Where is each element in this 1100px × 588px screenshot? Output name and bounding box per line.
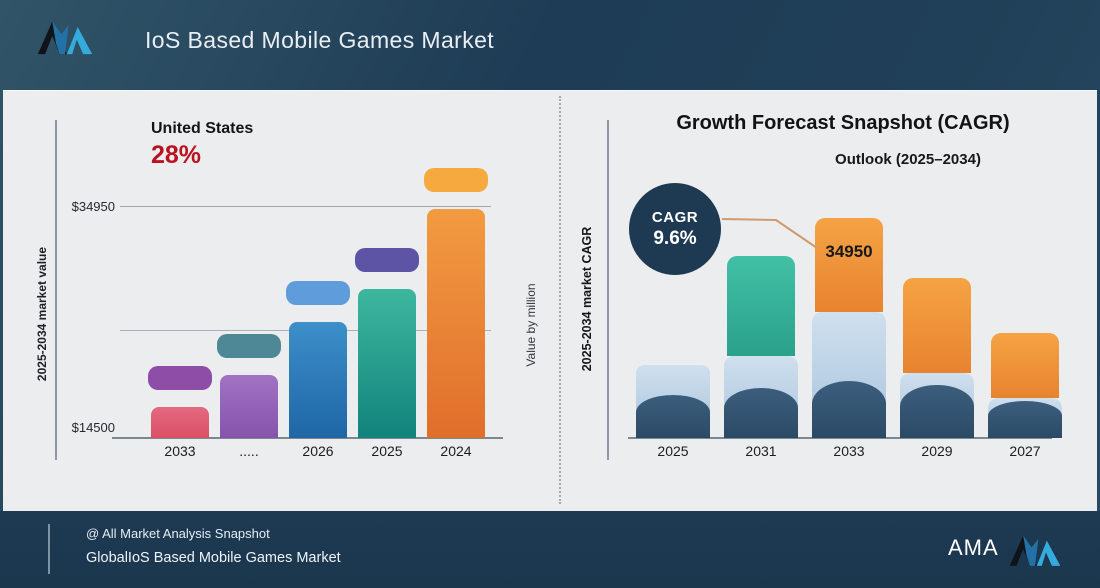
- x-tick-label: 2033: [164, 443, 196, 459]
- segment-top: [815, 218, 883, 312]
- stacked-bar-group: [724, 256, 798, 438]
- page-title: IoS Based Mobile Games Market: [145, 27, 495, 53]
- bar-group: [355, 122, 419, 438]
- segment-top: [727, 256, 795, 356]
- x-tick-label: 2025: [371, 443, 403, 459]
- right-bars: 34950: [636, 208, 1062, 438]
- footer: @ All Market Analysis Snapshot GlobalIoS…: [0, 511, 1100, 588]
- footer-report-title: GlobalIoS Based Mobile Games Market: [86, 550, 341, 566]
- charts-panel: 2025-2034 market value United States 28%…: [3, 90, 1097, 511]
- bar-cap: [148, 366, 212, 390]
- y-tick-34950: $34950: [71, 199, 115, 214]
- left-secondary-axis-label: Value by million: [524, 283, 538, 367]
- right-x-tick-labels: 2025 2031 2033 2029 2027: [636, 443, 1062, 459]
- footer-brand-text: AMA: [948, 535, 999, 560]
- segment-top: [991, 333, 1059, 398]
- right-y-axis-line: [607, 120, 609, 460]
- bar-group: [148, 122, 212, 438]
- cagr-badge-label: CAGR: [651, 208, 699, 226]
- x-tick-label: 2025: [657, 443, 689, 459]
- bar: [220, 375, 278, 438]
- bar-group: [217, 122, 281, 438]
- ama-logo-icon: [37, 21, 93, 55]
- bar-cap: [424, 168, 488, 192]
- left-chart-highlight: 28%: [151, 141, 202, 169]
- bar-cap: [217, 334, 281, 358]
- left-chart-title: United States: [151, 120, 254, 137]
- x-tick-label: 2026: [302, 443, 334, 459]
- footer-source-text: @ All Market Analysis Snapshot: [86, 526, 270, 541]
- x-tick-label: 2031: [745, 443, 777, 459]
- right-x-axis-line: [628, 437, 1052, 439]
- right-chart-title: Growth Forecast Snapshot (CAGR): [676, 112, 1010, 134]
- footer-separator-line: [48, 524, 50, 574]
- x-tick-label: 2024: [440, 443, 472, 459]
- bar: [427, 209, 485, 438]
- divider-dotted-line: [559, 96, 561, 504]
- x-tick-label: .....: [239, 443, 259, 459]
- bar: [151, 407, 209, 438]
- segment-top: [903, 278, 971, 373]
- header: IoS Based Mobile Games Market: [0, 0, 1100, 90]
- y-tick-14500: $14500: [71, 420, 115, 435]
- segment-base: [812, 381, 886, 438]
- left-x-tick-labels: 2033..... 2026 2025 2024: [151, 443, 485, 459]
- x-tick-label: 2033: [833, 443, 865, 459]
- bar-annotation: 34950: [825, 242, 873, 261]
- bar: [289, 322, 347, 438]
- left-y-axis-line: [55, 120, 57, 460]
- ama-logo-icon: [1009, 535, 1061, 566]
- x-tick-label: 2027: [1009, 443, 1041, 459]
- bar-cap: [286, 281, 350, 305]
- left-bars: [148, 122, 488, 438]
- left-chart-heading: United States 28%: [151, 120, 253, 170]
- cagr-badge: CAGR 9.6%: [629, 183, 721, 275]
- segment-base: [988, 401, 1062, 438]
- stacked-bar-group: [988, 333, 1062, 438]
- gridline-upper: [120, 206, 491, 207]
- cagr-badge-value: 9.6%: [653, 227, 697, 249]
- right-y-axis-label: 2025-2034 market CAGR: [580, 226, 594, 372]
- bar-cap: [355, 248, 419, 272]
- segment-base: [724, 388, 798, 438]
- stacked-bar-group: [636, 365, 710, 438]
- left-y-axis-label: 2025-2034 market value: [35, 246, 49, 382]
- left-x-axis-line: [112, 437, 503, 439]
- bar: [358, 289, 416, 438]
- stacked-bar-group: [900, 278, 974, 438]
- stacked-bar-group: 34950: [812, 218, 886, 438]
- segment-base: [636, 395, 710, 438]
- bar-group: [424, 122, 488, 438]
- segment-base: [900, 385, 974, 438]
- x-tick-label: 2029: [921, 443, 953, 459]
- right-chart-subtitle: Outlook (2025–2034): [835, 151, 981, 168]
- bar-group: [286, 122, 350, 438]
